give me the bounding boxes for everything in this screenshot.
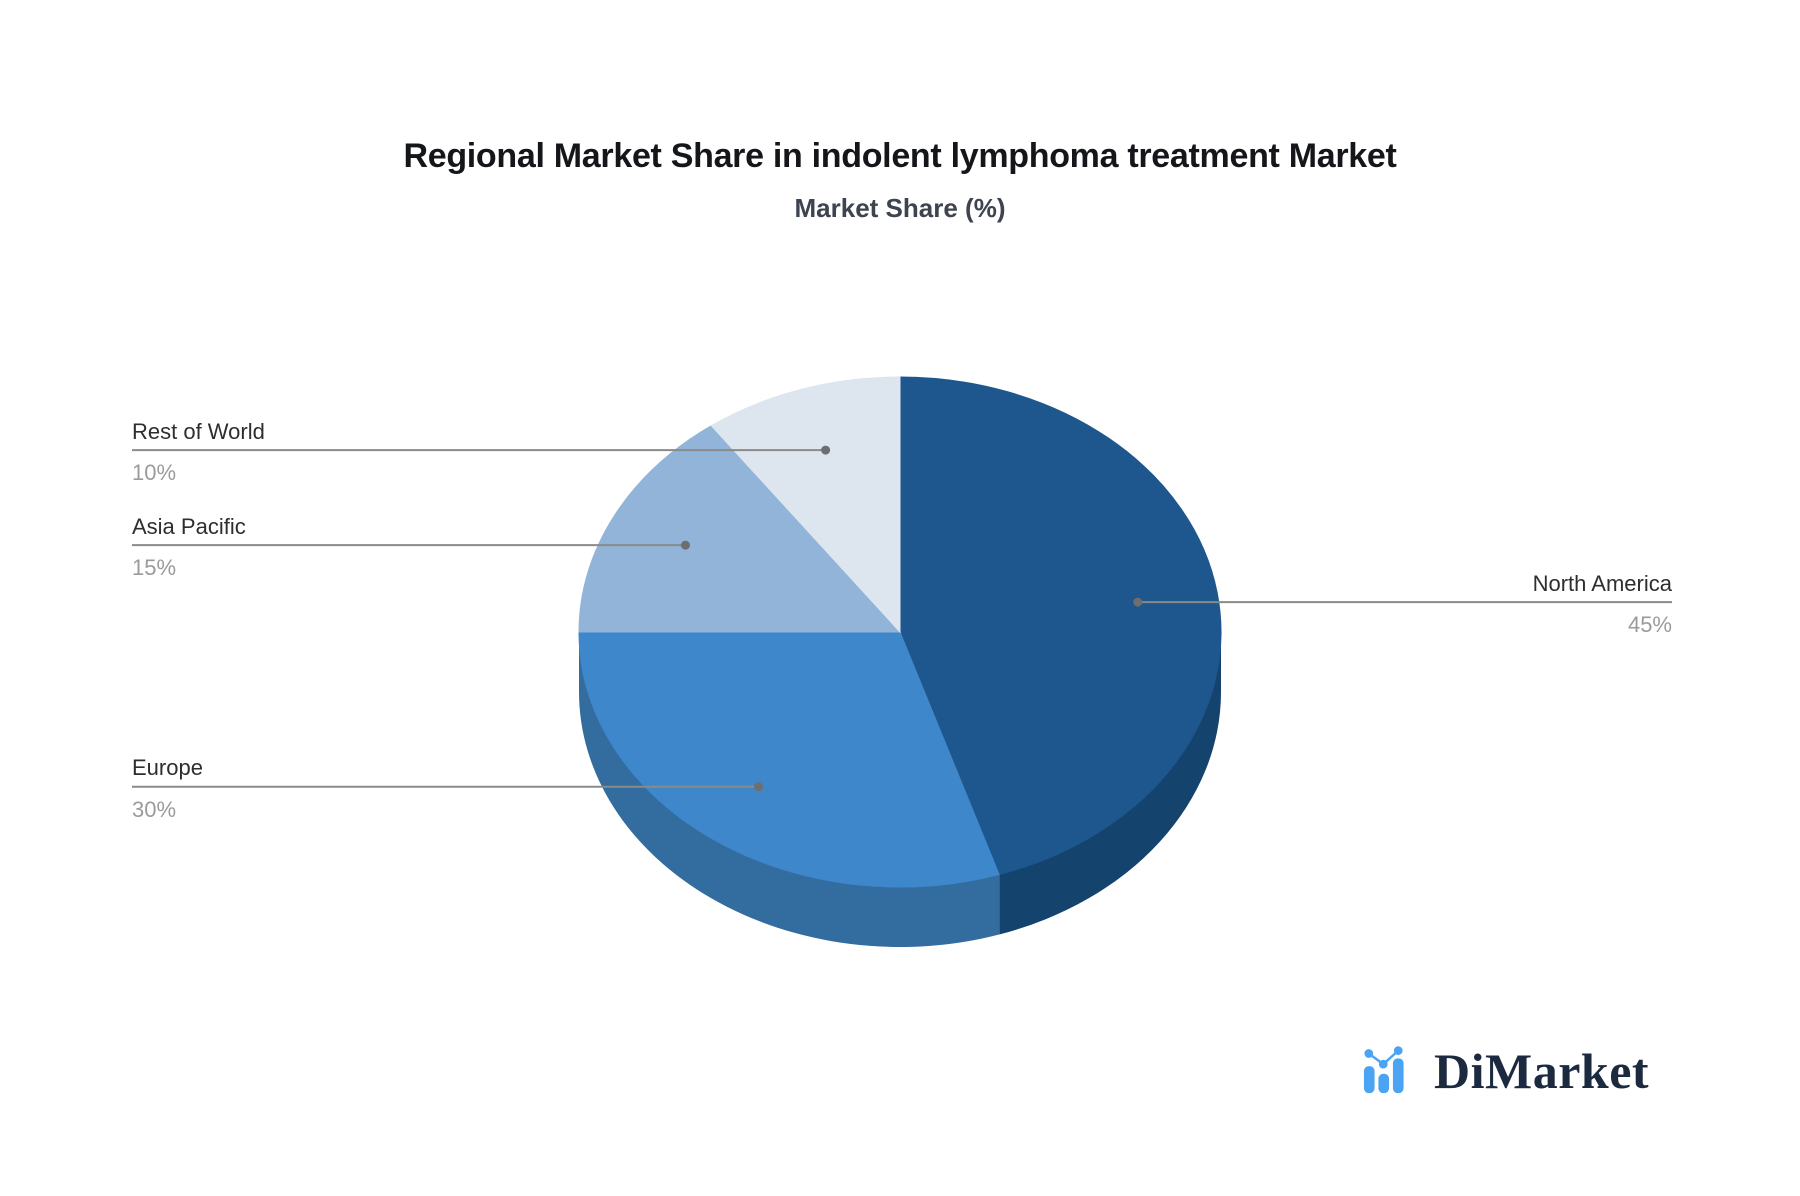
pie-slice-europe[interactable]: [578, 631, 1000, 888]
pie-slice-north-america[interactable]: [899, 376, 1222, 876]
leader-dot-north-america: [1133, 597, 1143, 607]
pie-slice-asia-pacific[interactable]: [578, 425, 902, 633]
chart-title: Regional Market Share in indolent lympho…: [403, 137, 1397, 175]
pie-slice-side-europe: [579, 632, 1000, 947]
brand-logo-text: DiMarket: [1434, 1043, 1650, 1099]
leader-dot-rest-of-world: [821, 445, 831, 455]
chart-subtitle: Market Share (%): [794, 193, 1006, 223]
pie-slice-side-north-america: [999, 632, 1221, 935]
brand-logo-icon: [1363, 1046, 1404, 1094]
leader-dot-asia-pacific: [680, 540, 690, 550]
leader-dot-europe: [753, 782, 763, 792]
brand-logo: DiMarket: [1362, 1038, 1649, 1096]
pie-slice-rest-of-world[interactable]: [710, 376, 901, 634]
